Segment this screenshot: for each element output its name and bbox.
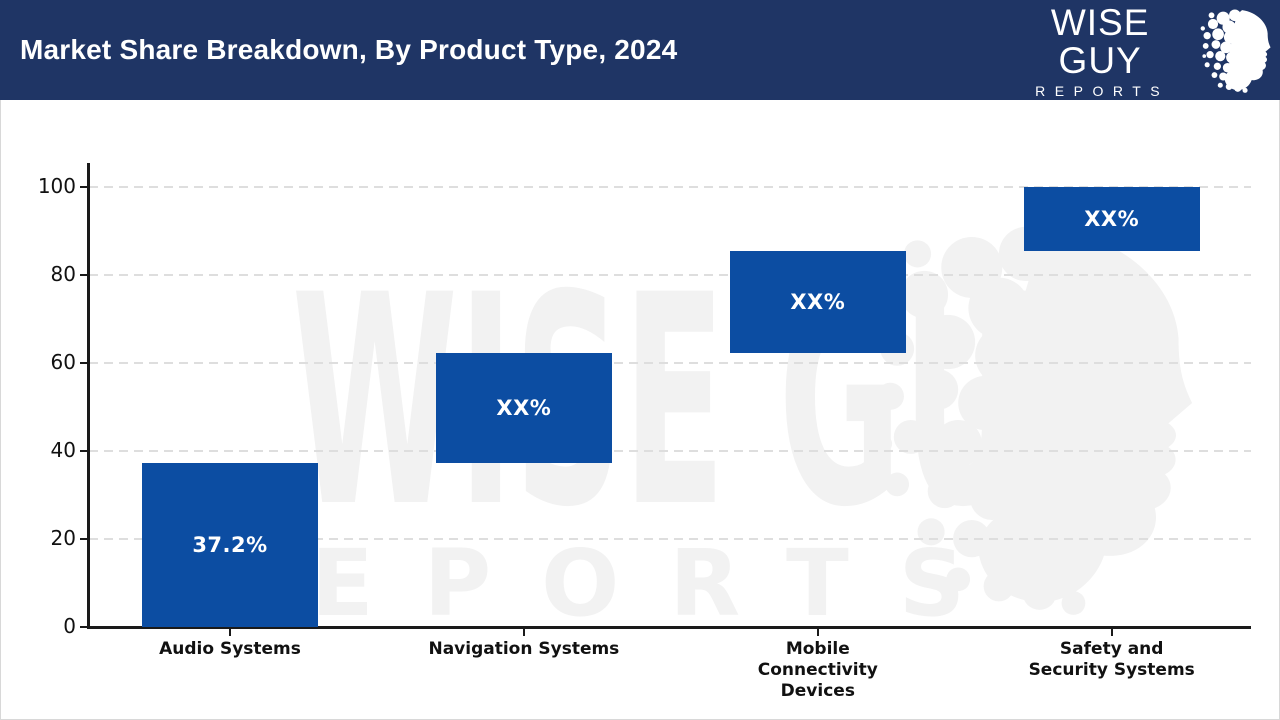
logo-brand-text: WISE GUY	[1050, 1, 1150, 81]
y-tick-label: 0	[63, 614, 76, 638]
bar-value-label: 37.2%	[192, 533, 268, 558]
y-tick-mark	[80, 449, 87, 452]
gridline-20	[89, 537, 1251, 540]
bar-value-label: XX%	[1084, 207, 1140, 232]
y-tick-label: 100	[37, 173, 76, 198]
x-tick-mark	[1110, 628, 1113, 636]
y-tick-label: 20	[50, 525, 76, 550]
bar-value-label: XX%	[496, 395, 552, 420]
y-tick-mark	[80, 273, 87, 276]
y-tick-mark	[80, 185, 87, 188]
logo-wordmark: WISE GUY REPORTS	[1004, 1, 1196, 99]
gridline-60	[89, 361, 1251, 364]
y-tick-label: 80	[50, 261, 76, 286]
x-tick-label-navigation-systems: Navigation Systems	[428, 639, 620, 659]
y-tick-label: 40	[50, 437, 76, 462]
watermark-head-icon	[866, 226, 1193, 615]
bar-value-label: XX%	[790, 290, 846, 315]
y-axis-spine	[87, 163, 90, 629]
page-title: Market Share Breakdown, By Product Type,…	[20, 34, 678, 65]
x-tick-label-audio-systems: Audio Systems	[159, 639, 301, 659]
bar-mobile-connectivity-devices: XX%	[729, 251, 906, 353]
logo-reports-text: REPORTS	[1035, 82, 1170, 99]
x-tick-mark	[229, 628, 231, 636]
bar-navigation-systems: XX%	[435, 352, 612, 464]
wiseguy-head-icon	[1200, 9, 1271, 93]
y-tick-mark	[80, 626, 87, 628]
header-bar: Market Share Breakdown, By Product Type,…	[0, 0, 1280, 100]
gridline-80	[89, 273, 1251, 276]
y-tick-mark	[80, 361, 87, 364]
logo: WISE GUY REPORTS	[1004, 1, 1272, 99]
bar-audio-systems: 37.2%	[142, 463, 318, 627]
y-tick-mark	[80, 537, 87, 540]
x-tick-mark	[816, 628, 819, 636]
y-tick-label: 60	[50, 349, 76, 374]
gridline-100	[89, 185, 1251, 188]
x-tick-mark	[522, 628, 525, 636]
x-tick-label-safety-and-security-systems: Safety and Security Systems	[1028, 639, 1195, 680]
x-axis-line	[87, 626, 1251, 629]
x-tick-label-mobile-connectivity-devices: Mobile Connectivity Devices	[757, 639, 878, 701]
gridline-40	[89, 449, 1251, 452]
watermark-reports-text: REPORTS	[190, 530, 1016, 637]
bar-safety-and-security-systems: XX%	[1023, 186, 1200, 252]
